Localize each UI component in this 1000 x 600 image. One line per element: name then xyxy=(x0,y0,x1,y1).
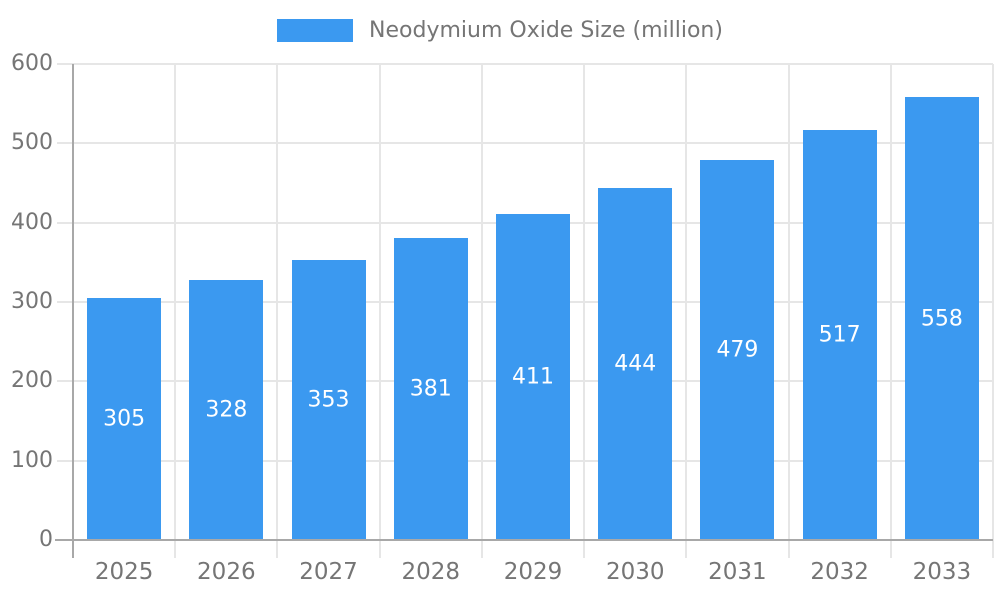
x-tick-label: 2029 xyxy=(503,559,563,585)
gridline-v xyxy=(992,64,994,540)
bar-value-label: 305 xyxy=(103,406,146,432)
x-axis-tick xyxy=(276,540,279,558)
bar xyxy=(904,97,979,540)
gridline-v xyxy=(685,64,688,540)
y-tick-label: 200 xyxy=(11,368,53,394)
y-tick-label: 0 xyxy=(39,527,53,552)
gridline-h xyxy=(57,142,993,145)
x-axis-tick xyxy=(174,540,177,558)
bar-value-label: 381 xyxy=(409,376,452,402)
y-tick-label: 500 xyxy=(11,130,53,156)
bar xyxy=(496,213,570,540)
x-axis-tick xyxy=(889,540,892,558)
bar xyxy=(598,187,673,540)
bar-value-label: 479 xyxy=(716,337,759,363)
bar xyxy=(393,237,468,540)
gridline-v xyxy=(174,64,177,540)
gridline-v xyxy=(787,64,790,540)
gridline-v xyxy=(480,64,483,540)
gridline-v xyxy=(276,64,279,540)
legend: Neodymium Oxide Size (million) xyxy=(0,12,1000,48)
x-axis-tick xyxy=(480,540,483,558)
x-tick-label: 2028 xyxy=(401,559,461,585)
y-tick-label: 600 xyxy=(11,51,53,76)
bar xyxy=(189,279,264,540)
bar-value-label: 328 xyxy=(205,397,248,423)
x-axis-line xyxy=(55,539,993,541)
y-tick-label: 300 xyxy=(11,289,53,314)
bar xyxy=(291,259,366,540)
gridline-v xyxy=(889,64,892,540)
gridline-h xyxy=(57,63,993,65)
bar-value-label: 558 xyxy=(920,306,963,332)
x-tick-label: 2030 xyxy=(605,559,665,585)
x-tick-label: 2032 xyxy=(810,559,869,585)
legend-label: Neodymium Oxide Size (million) xyxy=(369,17,723,43)
bar-value-label: 517 xyxy=(818,322,861,348)
bar-value-label: 444 xyxy=(614,351,657,377)
x-axis-tick xyxy=(992,540,994,558)
legend-swatch xyxy=(277,18,354,42)
x-tick-label: 2027 xyxy=(299,559,358,585)
x-tick-label: 2025 xyxy=(94,559,154,585)
bar xyxy=(802,129,877,540)
x-axis-tick xyxy=(685,540,688,558)
gridline-v xyxy=(583,64,586,540)
x-tick-label: 2026 xyxy=(197,559,256,585)
x-tick-label: 2033 xyxy=(912,559,972,585)
bar-value-label: 353 xyxy=(307,387,350,413)
y-tick-label: 400 xyxy=(11,209,53,235)
x-axis-tick xyxy=(583,540,586,558)
bar xyxy=(700,159,775,540)
bar xyxy=(87,298,162,540)
bar-value-label: 411 xyxy=(512,364,554,390)
y-axis-line xyxy=(72,64,74,558)
x-axis-tick xyxy=(787,540,790,558)
x-axis-tick xyxy=(378,540,381,558)
y-tick-label: 100 xyxy=(11,447,53,473)
x-tick-label: 2031 xyxy=(708,559,767,585)
gridline-v xyxy=(378,64,381,540)
